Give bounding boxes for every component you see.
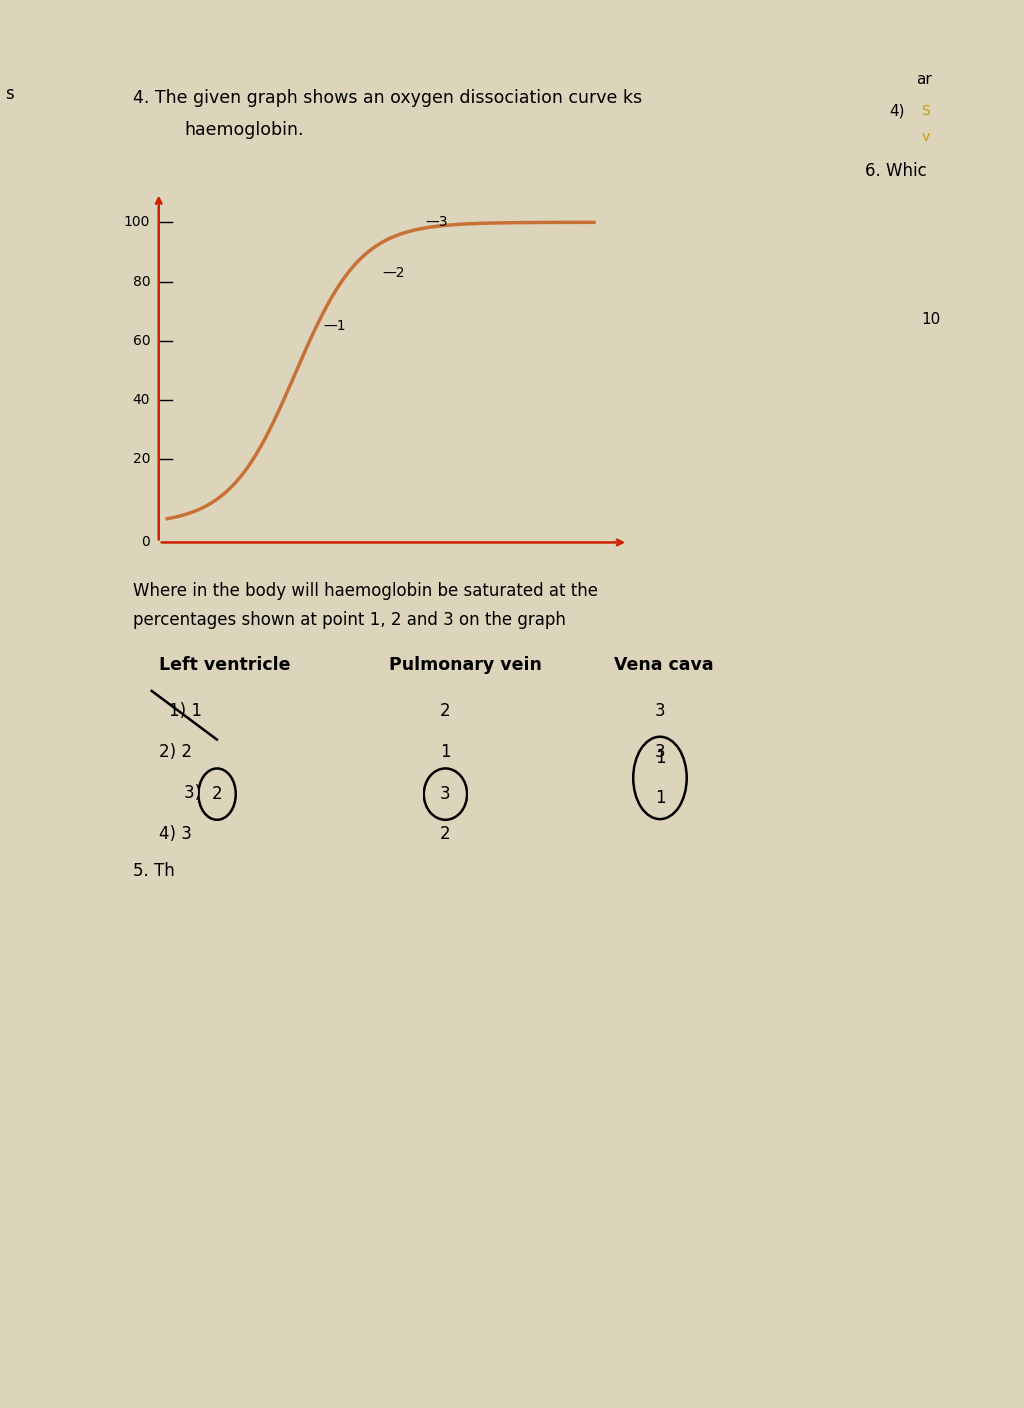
Text: 3: 3 [440, 786, 451, 803]
Text: Left ventricle: Left ventricle [159, 656, 290, 674]
Text: S: S [922, 104, 931, 118]
Text: 2: 2 [440, 703, 451, 719]
Text: s: s [5, 84, 14, 103]
Text: 1: 1 [440, 743, 451, 760]
Text: 80: 80 [132, 275, 151, 289]
Text: 10: 10 [922, 311, 941, 327]
Text: 60: 60 [132, 334, 151, 348]
Text: —3: —3 [425, 215, 447, 230]
Text: 1) 1: 1) 1 [169, 703, 202, 719]
Text: 3: 3 [655, 703, 666, 719]
Text: ar: ar [916, 72, 932, 87]
Text: 3: 3 [655, 743, 666, 760]
Text: 100: 100 [124, 215, 151, 230]
Text: 2: 2 [212, 786, 222, 803]
Text: 5. Th: 5. Th [133, 862, 175, 880]
Text: v: v [922, 130, 930, 144]
Text: Vena cava: Vena cava [614, 656, 714, 674]
Text: 1: 1 [654, 749, 666, 767]
Text: haemoglobin.: haemoglobin. [184, 121, 304, 139]
Text: 4. The given graph shows an oxygen dissociation curve ks: 4. The given graph shows an oxygen disso… [133, 89, 642, 107]
Text: 3): 3) [184, 784, 207, 801]
Text: —1: —1 [323, 320, 346, 334]
Text: —2: —2 [383, 266, 406, 280]
Text: 2: 2 [440, 825, 451, 842]
Text: 1: 1 [654, 788, 666, 807]
Text: percentages shown at point 1, 2 and 3 on the graph: percentages shown at point 1, 2 and 3 on… [133, 611, 566, 629]
Text: 0: 0 [141, 535, 151, 549]
Text: 20: 20 [133, 452, 151, 466]
Text: 40: 40 [133, 393, 151, 407]
Text: 6. Whic: 6. Whic [865, 162, 927, 180]
Text: Pulmonary vein: Pulmonary vein [389, 656, 542, 674]
Text: 2) 2: 2) 2 [159, 743, 191, 760]
Text: Where in the body will haemoglobin be saturated at the: Where in the body will haemoglobin be sa… [133, 582, 598, 600]
Text: 4): 4) [889, 103, 904, 118]
Text: 4) 3: 4) 3 [159, 825, 191, 842]
